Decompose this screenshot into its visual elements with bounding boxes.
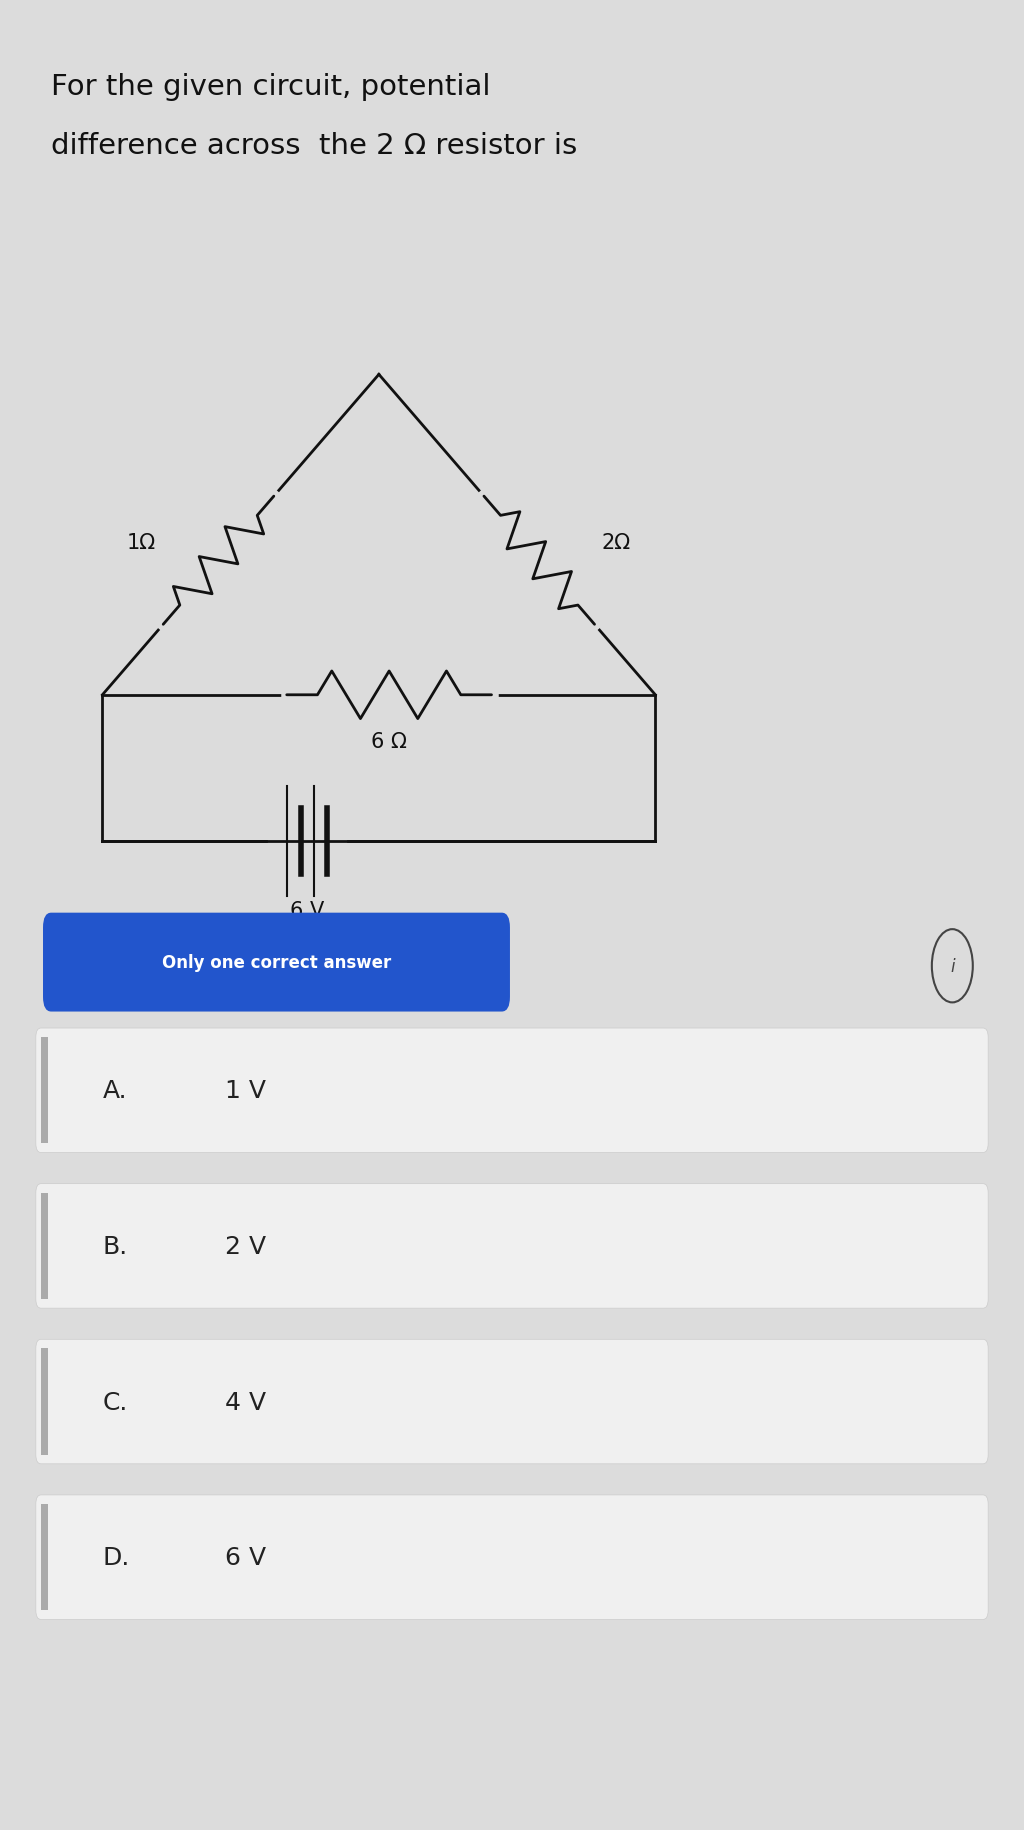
Text: difference across  the 2 Ω resistor is: difference across the 2 Ω resistor is [51,132,578,159]
FancyBboxPatch shape [36,1028,988,1153]
Text: 6 Ω: 6 Ω [371,732,408,752]
Text: 4 V: 4 V [225,1389,266,1415]
Text: 2Ω: 2Ω [601,533,631,553]
FancyBboxPatch shape [36,1184,988,1308]
Text: B.: B. [102,1233,128,1259]
Text: Only one correct answer: Only one correct answer [162,953,391,972]
FancyBboxPatch shape [41,1349,48,1455]
Text: 6 V: 6 V [290,900,325,920]
Text: 6 V: 6 V [225,1545,266,1570]
Text: For the given circuit, potential: For the given circuit, potential [51,73,490,101]
FancyBboxPatch shape [36,1495,988,1620]
Text: 1Ω: 1Ω [127,533,157,553]
Text: A.: A. [102,1078,127,1103]
FancyBboxPatch shape [36,1340,988,1464]
FancyBboxPatch shape [41,1038,48,1144]
Text: 1 V: 1 V [225,1078,266,1103]
Text: C.: C. [102,1389,128,1415]
FancyBboxPatch shape [41,1504,48,1610]
Text: 2 V: 2 V [225,1233,266,1259]
FancyBboxPatch shape [43,913,510,1012]
Text: i: i [950,957,954,975]
Text: D.: D. [102,1545,130,1570]
FancyBboxPatch shape [41,1193,48,1299]
